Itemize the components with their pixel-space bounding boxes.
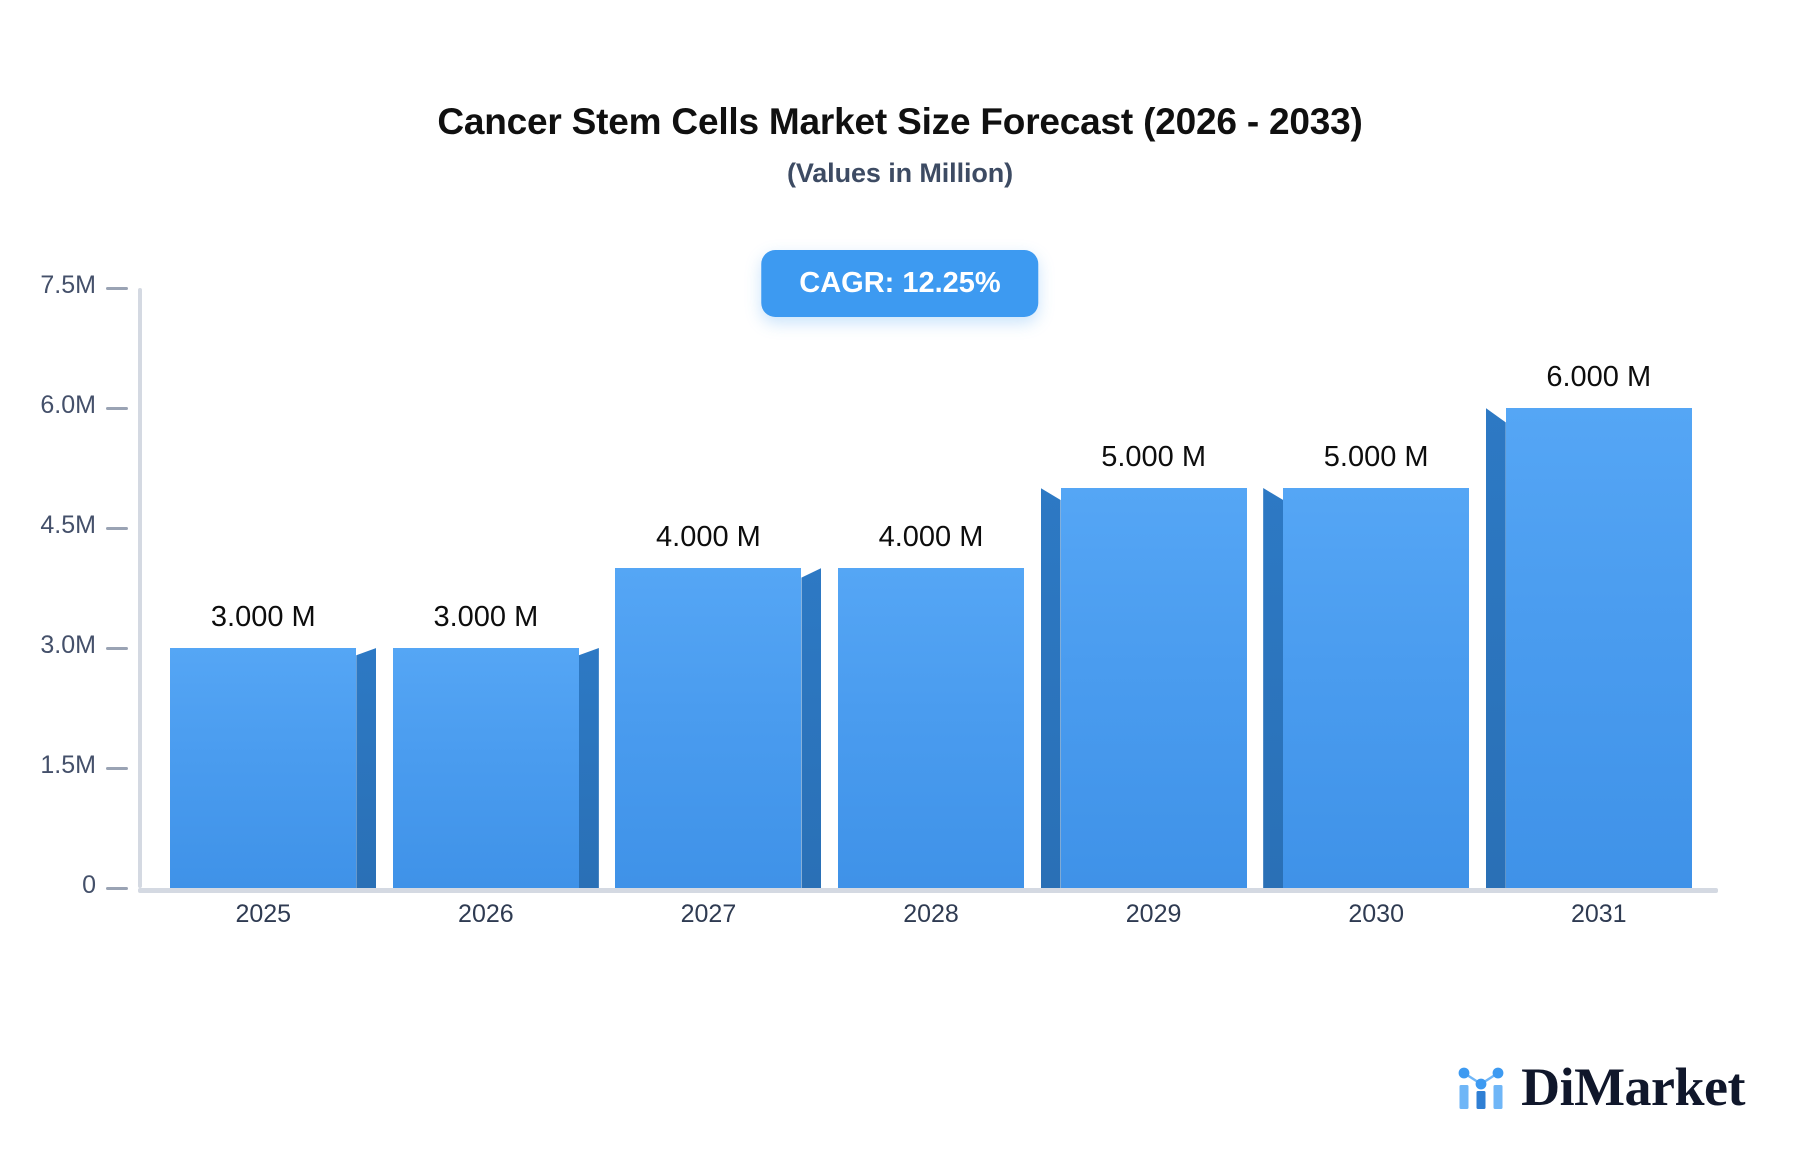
bar-side-panel [1040, 488, 1061, 888]
bar-2027[interactable]: 4.000 M [615, 521, 822, 888]
bar-slot: 5.000 M [1040, 288, 1265, 888]
y-tick-label: 7.5M [40, 271, 96, 299]
y-tick-mark [106, 527, 128, 530]
bar-2031[interactable]: 6.000 M [1485, 361, 1692, 888]
x-tick-label: 2028 [903, 900, 959, 928]
y-tick-label: 0 [82, 871, 96, 899]
bar-face [1263, 488, 1470, 888]
page-title: Cancer Stem Cells Market Size Forecast (… [437, 101, 1363, 142]
title-block: Cancer Stem Cells Market Size Forecast (… [0, 100, 1800, 189]
bar-series: 3.000 M 3.000 M 4.000 M 4.000 M 5.000 M 5.000… [138, 288, 1718, 888]
bar-slot: 4.000 M [597, 288, 822, 888]
bar-slot: 4.000 M [820, 288, 1043, 888]
bar-value-label: 3.000 M [433, 601, 539, 633]
chart-subtitle: (Values in Million) [786, 158, 1014, 189]
bar-face [615, 568, 822, 888]
x-tick-label: 2030 [1348, 900, 1404, 928]
y-tick-mark [106, 647, 128, 650]
y-tick-mark [106, 887, 128, 890]
x-tick-label: 2026 [458, 900, 514, 928]
bar-face [170, 648, 377, 888]
y-tick-label: 6.0M [40, 391, 96, 419]
logo-wordmark: DiMarket [1521, 1057, 1745, 1117]
bar-2026[interactable]: 3.000 M [392, 601, 599, 888]
bar-value-label: 6.000 M [1546, 361, 1652, 393]
bar-2030[interactable]: 5.000 M [1263, 441, 1470, 888]
bar-side-panel [1263, 488, 1284, 888]
bar-value-label: 5.000 M [1101, 441, 1206, 473]
bar-face [838, 568, 1025, 888]
bar-side-panel [1485, 408, 1506, 888]
bar-side-panel [356, 648, 377, 888]
bar-side-panel [801, 568, 822, 888]
plot-area: 0 1.5M 3.0M 4.5M 6.0M 7.5M 3.000 M 3.000 M 4.00… [40, 271, 1718, 899]
bar-2025[interactable]: 3.000 M [170, 601, 377, 888]
bar-side-panel [578, 648, 599, 888]
bar-value-label: 3.000 M [210, 601, 316, 633]
bar-value-label: 5.000 M [1323, 441, 1429, 473]
y-axis-line [138, 288, 142, 888]
x-axis-line [138, 888, 1718, 893]
y-tick-mark [106, 407, 128, 410]
bar-face [1485, 408, 1692, 888]
bar-face [1040, 488, 1247, 888]
bar-2028[interactable]: 4.000 M [838, 521, 1025, 888]
y-tick-label: 3.0M [40, 631, 96, 659]
bar-slot: 6.000 M [1485, 288, 1710, 888]
x-tick-label: 2027 [680, 900, 737, 928]
bar-value-label: 4.000 M [878, 521, 984, 553]
bar-slot: 5.000 M [1263, 288, 1488, 888]
y-tick-label: 1.5M [40, 751, 96, 779]
bar-slot: 3.000 M [375, 288, 599, 888]
y-tick-mark [106, 287, 128, 290]
y-tick-mark [106, 767, 128, 770]
bar-chart-dots-icon [1455, 1063, 1507, 1111]
x-tick-label: 2031 [1570, 900, 1627, 928]
dimarket-logo: DiMarket [1455, 1060, 1745, 1114]
x-axis-labels: 2025 2026 2027 2028 2029 2030 2031 [138, 900, 1718, 929]
x-tick-label: 2025 [235, 900, 292, 928]
bar-value-label: 4.000 M [656, 521, 761, 553]
bar-face [392, 648, 599, 888]
bar-2029[interactable]: 5.000 M [1040, 441, 1247, 888]
x-tick-label: 2029 [1125, 900, 1182, 928]
cagr-badge: CAGR: 12.25% [761, 250, 1039, 317]
y-tick-label: 4.5M [40, 511, 96, 539]
bar-slot: 3.000 M [152, 288, 377, 888]
